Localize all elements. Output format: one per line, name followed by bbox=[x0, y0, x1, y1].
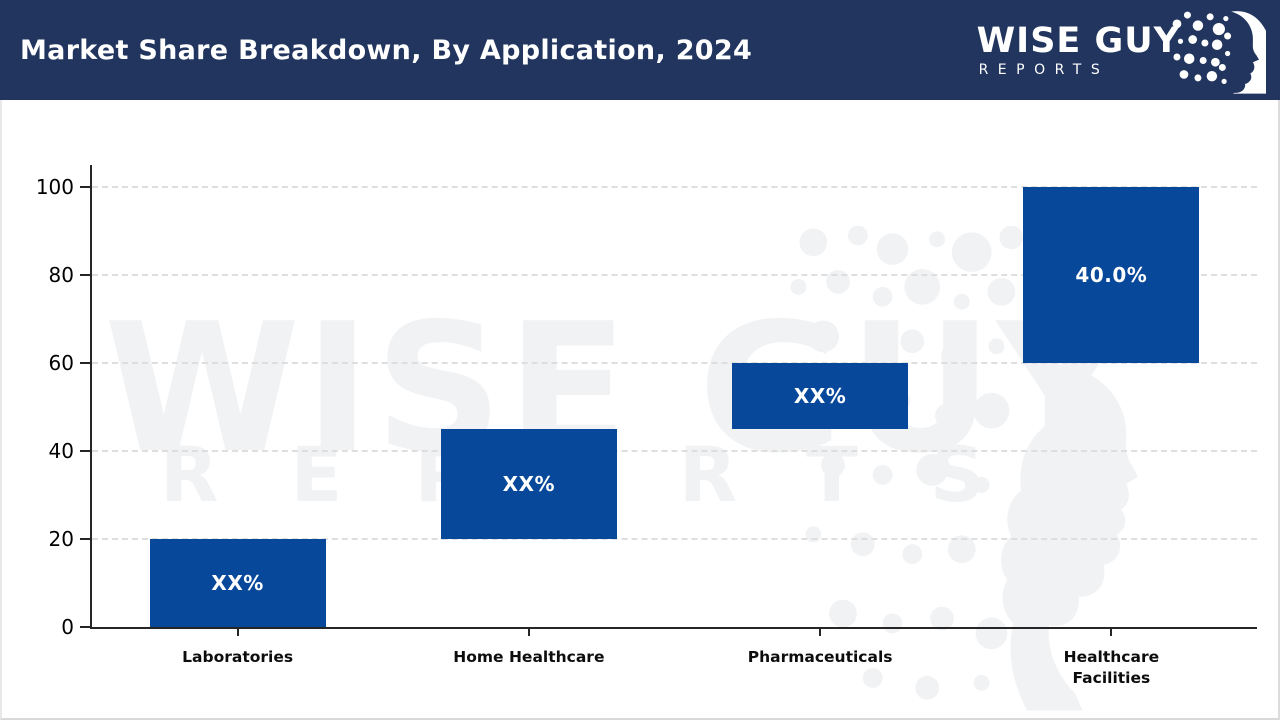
y-tick-label-20: 20 bbox=[48, 527, 74, 551]
y-tick-label-80: 80 bbox=[48, 263, 74, 287]
brand-subname: REPORTS bbox=[978, 61, 1110, 78]
gridline-y-100 bbox=[92, 186, 1257, 188]
x-axis-label-healthcare-facilities: Healthcare Facilities bbox=[991, 647, 1231, 689]
bar-value-label-pharmaceuticals: XX% bbox=[793, 384, 847, 408]
y-tick-mark-0 bbox=[80, 626, 90, 628]
header-bar: Market Share Breakdown, By Application, … bbox=[0, 0, 1280, 100]
y-tick-mark-60 bbox=[80, 362, 90, 364]
gridline-y-80 bbox=[92, 274, 1257, 276]
y-tick-mark-20 bbox=[80, 538, 90, 540]
page-title: Market Share Breakdown, By Application, … bbox=[20, 34, 753, 66]
brand-name: WISE GUY bbox=[976, 20, 1180, 61]
y-tick-label-60: 60 bbox=[48, 351, 74, 375]
x-axis-label-line: Pharmaceuticals bbox=[747, 648, 893, 666]
gridline-y-20 bbox=[92, 538, 1257, 540]
x-tick-mark-home-healthcare bbox=[527, 627, 530, 636]
y-tick-label-100: 100 bbox=[35, 175, 74, 199]
plot-area: 0 20 40 60 80 100 XX% Laboratories XX% Home Healt… bbox=[36, 165, 1257, 687]
bar-healthcare-facilities: 40.0% bbox=[1023, 187, 1200, 363]
gridline-y-60 bbox=[92, 362, 1257, 364]
bar-value-label-laboratories: XX% bbox=[211, 571, 264, 595]
x-tick-mark-laboratories bbox=[236, 627, 239, 636]
x-tick-mark-pharmaceuticals bbox=[819, 627, 822, 636]
bar-home-healthcare: XX% bbox=[440, 429, 617, 539]
brand-logo-wordmark: WISE GUY REPORTS bbox=[977, 23, 1180, 78]
bar-value-label-healthcare-facilities: 40.0% bbox=[1075, 263, 1148, 287]
bar-laboratories: XX% bbox=[149, 539, 326, 627]
gridline-y-40 bbox=[92, 450, 1257, 452]
x-tick-mark-healthcare-facilities bbox=[1110, 627, 1113, 636]
bar-pharmaceuticals: XX% bbox=[732, 363, 909, 429]
y-tick-mark-100 bbox=[80, 186, 90, 188]
x-axis-label-line: Laboratories bbox=[182, 648, 294, 666]
chart-canvas: WISE GUY REPORTS 020406080100XX%Laborato… bbox=[0, 100, 1280, 720]
x-axis-label-line: Home Healthcare bbox=[453, 648, 605, 666]
x-axis-label-laboratories: Laboratories bbox=[118, 647, 358, 668]
brand-logo: WISE GUY REPORTS bbox=[977, 4, 1280, 96]
x-axis-label-pharmaceuticals: Pharmaceuticals bbox=[700, 647, 940, 668]
x-axis-label-home-healthcare: Home Healthcare bbox=[409, 647, 649, 668]
wise-guy-head-icon bbox=[1172, 11, 1266, 94]
y-tick-label-40: 40 bbox=[48, 439, 74, 463]
bar-value-label-home-healthcare: XX% bbox=[502, 472, 556, 496]
x-axis-label-line: Facilities bbox=[1072, 669, 1151, 687]
y-tick-mark-80 bbox=[80, 274, 90, 276]
x-axis-label-line: Healthcare bbox=[1063, 648, 1160, 666]
y-tick-label-0: 0 bbox=[61, 615, 74, 639]
y-tick-mark-40 bbox=[80, 450, 90, 452]
